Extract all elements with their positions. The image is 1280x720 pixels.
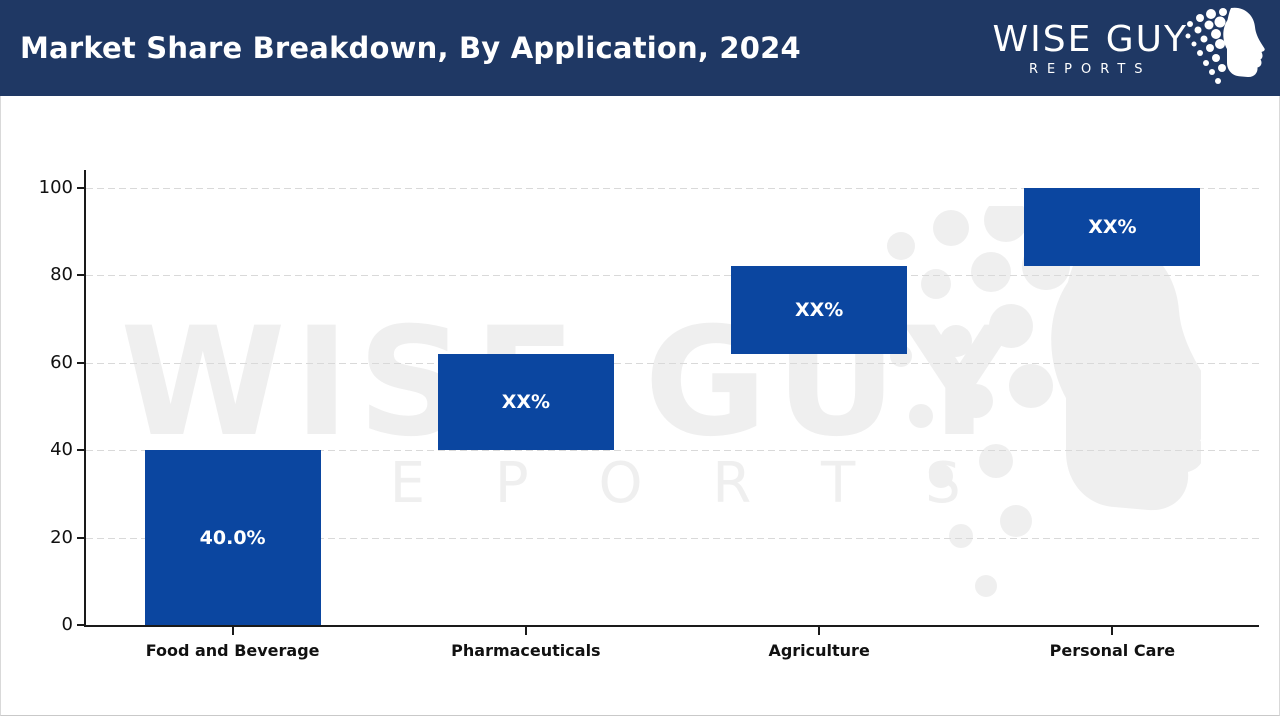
logo-text: WISE GUY REPORTS xyxy=(992,18,1189,77)
y-tick-label-100: 100 xyxy=(38,176,73,198)
gridline-80 xyxy=(86,275,1259,276)
y-tick-label-60: 60 xyxy=(50,351,73,373)
y-axis xyxy=(84,170,86,627)
bar-label-personal-care: XX% xyxy=(1088,215,1137,238)
bar-food-and-beverage: 40.0% xyxy=(144,450,321,625)
gridline-20 xyxy=(86,537,1259,539)
x-tick-label-personal-care: Personal Care xyxy=(1049,641,1176,660)
x-tick-label-pharmaceuticals: Pharmaceuticals xyxy=(451,641,601,660)
y-tick-100 xyxy=(77,186,86,189)
bar-label-pharmaceuticals: XX% xyxy=(501,390,551,413)
gridline-40 xyxy=(86,450,1259,451)
bar-pharmaceuticals: XX% xyxy=(437,353,614,450)
gridline-60 xyxy=(86,362,1259,364)
chart-title: Market Share Breakdown, By Application, … xyxy=(20,31,801,65)
plot-area: WISE GUY R E P O R T S 0 20 40 60 80 100 40.0%… xyxy=(0,96,1280,716)
x-tick-agriculture xyxy=(818,627,821,635)
x-tick-personal-care xyxy=(1111,627,1114,635)
y-tick-40 xyxy=(77,449,86,451)
y-tick-60 xyxy=(77,361,86,364)
x-tick-food-and-beverage xyxy=(231,627,234,635)
y-tick-80 xyxy=(77,274,86,276)
y-tick-0 xyxy=(77,624,86,626)
bar-label-food-and-beverage: 40.0% xyxy=(199,526,266,549)
x-axis xyxy=(84,625,1259,627)
x-tick-pharmaceuticals xyxy=(524,627,527,635)
bar-label-agriculture: XX% xyxy=(794,299,844,321)
y-tick-label-20: 20 xyxy=(50,526,73,548)
wise-guy-reports-logo: WISE GUY REPORTS xyxy=(993,6,1267,90)
y-tick-label-80: 80 xyxy=(50,264,73,285)
gridline-100 xyxy=(86,187,1259,189)
y-tick-20 xyxy=(77,536,86,539)
logo-face-dots-icon xyxy=(1185,7,1265,84)
bar-personal-care: XX% xyxy=(1024,187,1201,267)
watermark-subtitle: R E P O R T S xyxy=(281,451,987,516)
y-tick-label-0: 0 xyxy=(61,614,73,635)
logo-wordmark: WISE GUY xyxy=(992,18,1188,60)
header-band: Market Share Breakdown, By Application, … xyxy=(0,0,1280,96)
y-tick-label-40: 40 xyxy=(50,439,73,460)
logo-subtitle: REPORTS xyxy=(1028,61,1152,77)
x-tick-label-food-and-beverage: Food and Beverage xyxy=(145,641,320,660)
x-tick-label-agriculture: Agriculture xyxy=(768,641,870,660)
bar-agriculture: XX% xyxy=(731,266,908,354)
